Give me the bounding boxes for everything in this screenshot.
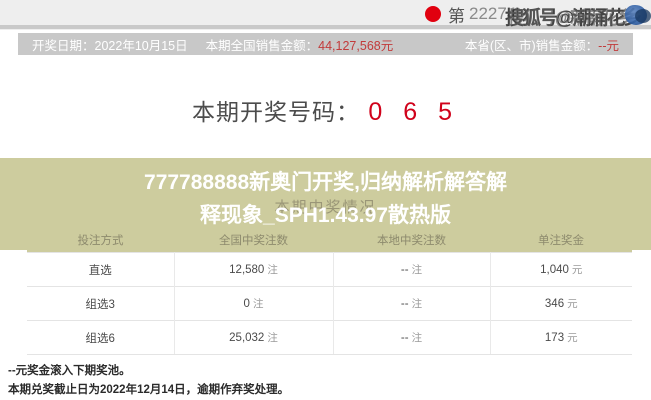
cell-national-count: 12,580 注 (174, 252, 334, 287)
sales-info-bar: 开奖日期： 2022年10月15日 本期全国销售金额： 44,127,568元 … (18, 33, 633, 55)
table-header-row: 投注方式 全国中奖注数 本地中奖注数 单注奖金 (27, 228, 632, 253)
local-count-unit: 注 (411, 332, 423, 344)
column-header-bet-type: 投注方式 (27, 228, 174, 253)
national-sales-segment: 本期全国销售金额： 44,127,568元 (206, 35, 394, 54)
winning-numbers-row: 本期开奖号码： 0 6 5 (0, 93, 651, 127)
cell-local-count: -- 注 (333, 286, 491, 321)
province-sales-label: 本省(区、市)销售金额： (464, 38, 599, 53)
overlay-title-line-2: 释现象_SPH1.43.97散热版 (200, 204, 451, 227)
column-header-prize-amount: 单注奖金 (490, 228, 632, 253)
local-count-value: -- (400, 298, 409, 310)
local-count-value: -- (400, 332, 409, 344)
cell-bet-type: 组选3 (27, 286, 175, 321)
column-header-local-count: 本地中奖注数 (333, 228, 490, 253)
issue-number: 22274 (469, 4, 517, 23)
national-count-value: 12,580 (229, 264, 265, 276)
winning-numbers-label: 本期开奖号码： (191, 99, 360, 125)
header-divider (0, 25, 651, 29)
table-row: 组选6 25,032 注 -- 注 173 元 (27, 320, 632, 355)
prize-amount-value: 173 (544, 332, 565, 344)
top-header-band (0, 0, 651, 30)
issue-indicator: 第 22274 (425, 3, 517, 26)
cell-bet-type: 直选 (27, 252, 175, 287)
local-count-unit: 注 (411, 298, 423, 310)
national-count-unit: 注 (252, 298, 264, 310)
cell-local-count: -- 注 (333, 252, 491, 287)
cell-national-count: 25,032 注 (174, 320, 334, 355)
national-sales-value: 44,127,568元 (318, 38, 394, 53)
prize-table-head: 投注方式 全国中奖注数 本地中奖注数 单注奖金 (27, 228, 632, 253)
prize-table-wrapper: 投注方式 全国中奖注数 本地中奖注数 单注奖金 直选 12,580 注 -- 注 1… (27, 228, 632, 355)
cell-bet-type: 组选6 (27, 320, 175, 355)
cell-prize-amount: 1,040 元 (490, 252, 632, 287)
national-count-value: 0 (243, 298, 250, 310)
national-sales-label: 本期全国销售金额： (205, 38, 319, 53)
section-title: 本期中奖情况 (274, 199, 377, 216)
column-header-national-count: 全国中奖注数 (174, 228, 333, 253)
province-sales-segment: 本省(区、市)销售金额： --元 (465, 35, 619, 54)
prize-amount-unit: 元 (571, 264, 583, 276)
national-count-unit: 注 (267, 332, 278, 344)
winning-numbers-value: 0 6 5 (368, 98, 460, 126)
national-count-value: 25,032 (229, 332, 265, 344)
cell-prize-amount: 346 元 (490, 286, 632, 321)
overlay-title-text: 777788888新奥门开奖,归纳解析解答解 释现象_SPH1.43.97散热版 (0, 166, 651, 232)
table-row: 直选 12,580 注 -- 注 1,040 元 (27, 252, 632, 287)
prize-amount-unit: 元 (567, 332, 578, 344)
red-circle-icon (425, 6, 441, 22)
local-count-unit: 注 (411, 264, 423, 276)
overlay-title-line-1: 777788888新奥门开奖,归纳解析解答解 (144, 171, 507, 194)
prize-amount-value: 346 (544, 298, 565, 310)
draw-date-label: 开奖日期： (32, 38, 95, 53)
footer-note-line-2: 本期兑奖截止日为2022年12月14日，逾期作弃奖处理。 (8, 384, 290, 396)
local-count-value: -- (400, 264, 409, 276)
national-count-unit: 注 (267, 264, 278, 276)
draw-date-segment: 开奖日期： 2022年10月15日 (32, 35, 188, 54)
issue-prefix-label: 第 (448, 6, 465, 26)
draw-date-value: 2022年10月15日 (94, 38, 188, 53)
cell-local-count: -- 注 (333, 320, 491, 355)
prize-table: 投注方式 全国中奖注数 本地中奖注数 单注奖金 直选 12,580 注 -- 注 1… (27, 228, 632, 355)
prize-amount-unit: 元 (567, 298, 578, 310)
province-sales-value: --元 (598, 38, 619, 53)
footer-note-line-1: --元奖金滚入下期奖池。 (8, 365, 131, 377)
cell-prize-amount: 173 元 (490, 320, 632, 355)
footer-notes: --元奖金滚入下期奖池。 本期兑奖截止日为2022年12月14日，逾期作弃奖处理… (8, 362, 289, 400)
prize-amount-value: 1,040 (540, 264, 569, 276)
